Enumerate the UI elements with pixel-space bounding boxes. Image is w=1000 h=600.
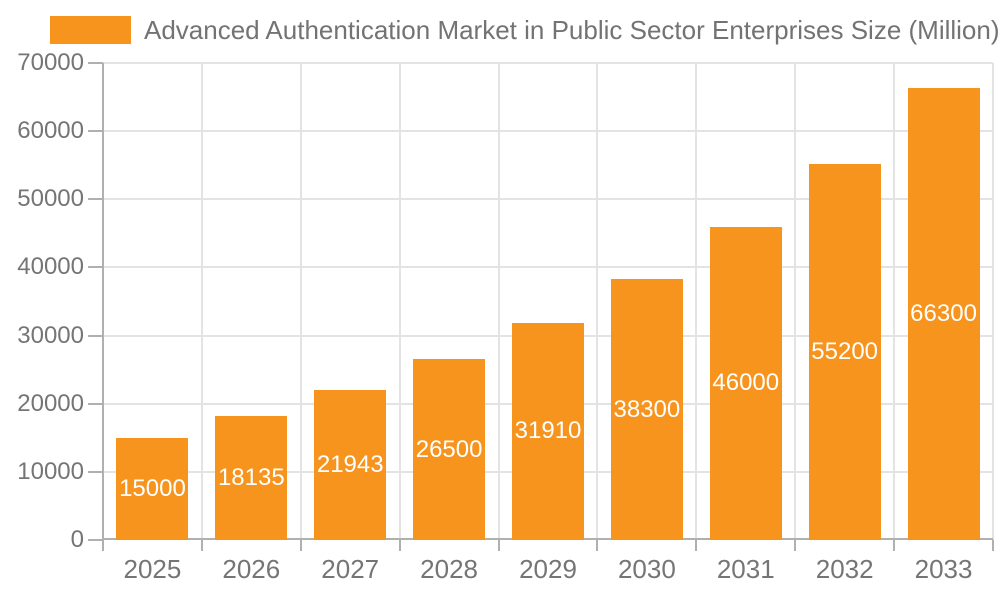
y-axis-tick <box>88 402 103 405</box>
y-axis-tick-label: 20000 <box>17 389 84 417</box>
x-axis-tick <box>893 540 896 551</box>
gridline-vertical <box>794 63 797 540</box>
y-axis-tick-label: 10000 <box>17 457 84 485</box>
bar-value-label: 31910 <box>514 417 582 445</box>
x-axis-tick <box>992 540 994 551</box>
x-axis-tick-label: 2033 <box>914 554 973 584</box>
x-axis-tick <box>398 540 401 551</box>
x-axis-tick-label: 2027 <box>321 554 380 584</box>
x-axis-tick <box>102 540 104 551</box>
bar[interactable] <box>610 279 683 540</box>
x-axis-tick <box>794 540 797 551</box>
x-axis-tick <box>200 540 203 551</box>
y-axis-tick <box>88 470 103 473</box>
gridline-vertical <box>596 63 599 540</box>
y-axis-tick-label: 50000 <box>17 185 84 213</box>
x-axis-tick-label: 2030 <box>617 554 676 584</box>
bar-value-label: 21943 <box>316 451 384 479</box>
bar-value-label: 66300 <box>910 300 977 328</box>
bar[interactable] <box>808 163 881 540</box>
gridline-vertical <box>497 63 500 540</box>
bar[interactable] <box>314 390 387 540</box>
y-axis-tick <box>88 130 103 133</box>
gridline-horizontal <box>103 62 993 64</box>
gridline-horizontal <box>103 266 993 269</box>
x-axis-tick <box>695 540 698 551</box>
legend-label: Advanced Authentication Market in Public… <box>144 15 1000 45</box>
legend-swatch-icon <box>50 16 131 44</box>
x-axis-tick <box>596 540 599 551</box>
y-axis-line <box>102 63 104 540</box>
bar[interactable] <box>907 88 980 540</box>
y-axis-tick-label: 0 <box>70 526 84 553</box>
x-axis-tick-label: 2029 <box>519 554 577 584</box>
y-axis-tick <box>88 62 103 64</box>
bar-value-label: 38300 <box>613 395 681 423</box>
x-axis-tick-label: 2026 <box>222 554 281 584</box>
x-axis-tick <box>299 540 302 551</box>
bar[interactable] <box>215 416 288 540</box>
x-axis-tick-label: 2032 <box>815 554 874 584</box>
gridline-vertical <box>398 63 401 540</box>
bar[interactable] <box>512 322 584 540</box>
y-axis-tick <box>88 198 103 201</box>
y-axis-tick <box>88 266 103 269</box>
gridline-horizontal <box>103 130 993 133</box>
y-axis-tick-label: 70000 <box>17 49 84 76</box>
y-axis-tick <box>88 539 103 541</box>
x-axis-tick-label: 2025 <box>123 554 182 584</box>
legend-item[interactable]: Advanced Authentication Market in Public… <box>50 15 1000 45</box>
x-axis-tick-label: 2028 <box>420 554 479 584</box>
y-axis-tick-label: 30000 <box>17 321 84 349</box>
gridline-vertical <box>992 63 994 540</box>
bar-value-label: 46000 <box>712 369 780 397</box>
x-axis-tick-label: 2031 <box>716 554 775 584</box>
gridline-vertical <box>200 63 203 540</box>
bar[interactable] <box>709 226 782 540</box>
y-axis-tick-label: 40000 <box>17 253 84 281</box>
y-axis-tick-label: 60000 <box>17 117 84 145</box>
gridline-horizontal <box>103 198 993 201</box>
gridline-vertical <box>695 63 698 540</box>
bar-value-label: 55200 <box>811 337 879 365</box>
bar-value-label: 18135 <box>217 464 285 492</box>
gridline-vertical <box>299 63 302 540</box>
bar[interactable] <box>116 437 189 540</box>
bar-value-label: 26500 <box>415 435 483 463</box>
y-axis-tick <box>88 334 103 337</box>
x-axis-tick <box>497 540 500 551</box>
gridline-vertical <box>893 63 896 540</box>
bar-value-label: 15000 <box>119 474 186 502</box>
bar[interactable] <box>413 359 486 540</box>
